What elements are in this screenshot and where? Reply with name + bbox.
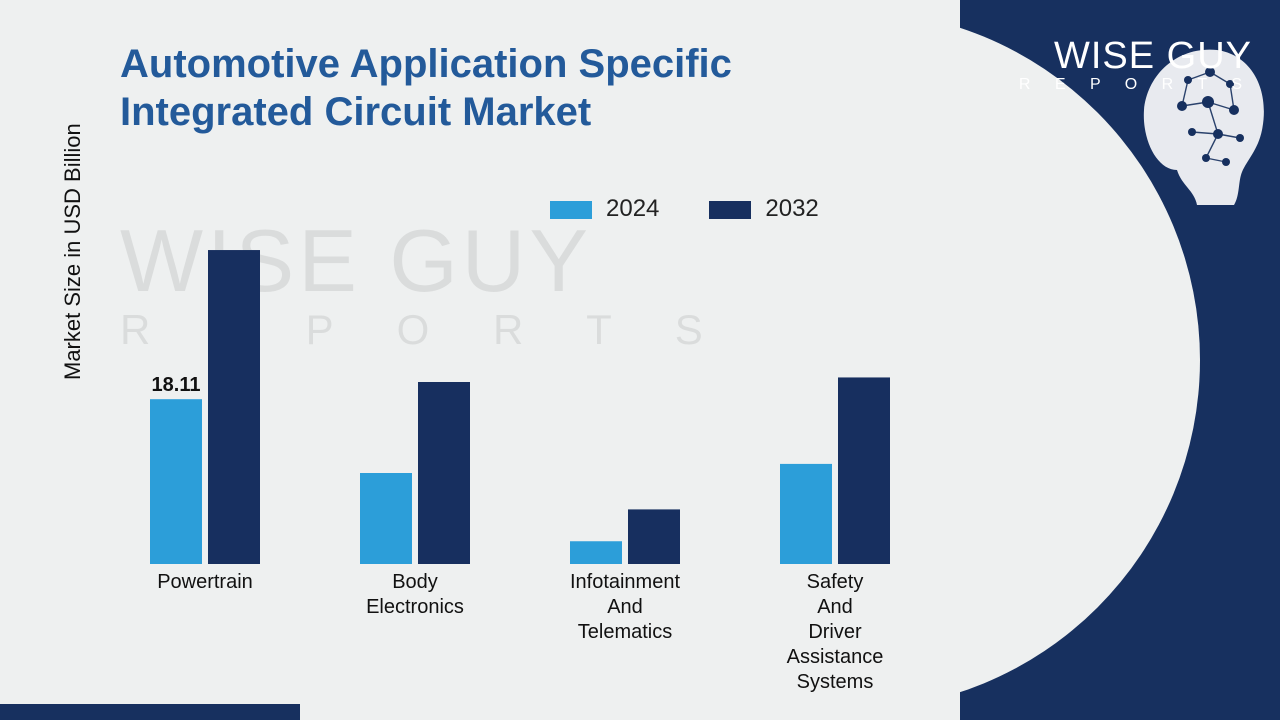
bar-2024 <box>360 473 412 564</box>
x-axis-label: InfotainmentAndTelematics <box>540 570 710 645</box>
footer-accent-bar <box>0 704 300 720</box>
chart-title: Automotive Application Specific Integrat… <box>120 40 860 136</box>
x-axis-label: Powertrain <box>120 570 290 595</box>
bar-2032 <box>208 250 260 564</box>
value-label: 18.11 <box>152 374 201 396</box>
brand-logo-main: WISE GUY <box>1019 35 1252 78</box>
bar-2032 <box>838 377 890 564</box>
bar-2024 <box>150 399 202 564</box>
bar-chart: 18.11 <box>130 200 950 564</box>
bar-2024 <box>570 541 622 564</box>
bar-2032 <box>418 382 470 564</box>
bar-2032 <box>628 509 680 564</box>
brand-logo: WISE GUY R E P O R T S <box>1019 35 1252 94</box>
brand-logo-sub: R E P O R T S <box>1019 76 1252 94</box>
x-axis-label: BodyElectronics <box>330 570 500 620</box>
bar-2024 <box>780 464 832 564</box>
x-axis-label: SafetyAndDriverAssistanceSystems <box>750 570 920 695</box>
y-axis-label: Market Size in USD Billion <box>60 123 86 380</box>
